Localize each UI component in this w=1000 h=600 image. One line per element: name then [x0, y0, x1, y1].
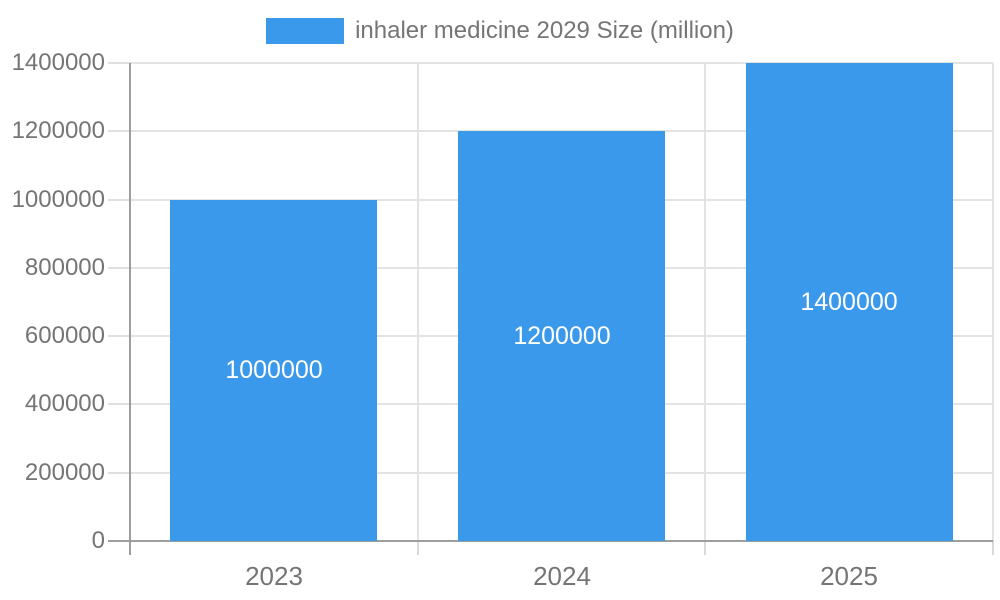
bar-value-label: 1200000: [513, 322, 611, 350]
y-axis-label: 1000000: [11, 185, 105, 213]
y-axis-tick: [108, 335, 130, 338]
bar-value-label: 1000000: [225, 356, 323, 384]
y-axis-label: 0: [91, 527, 105, 554]
gridline-vertical: [416, 63, 419, 541]
x-axis-tick: [704, 541, 707, 555]
chart-legend[interactable]: inhaler medicine 2029 Size (million): [0, 17, 1000, 45]
gridline-horizontal: [130, 62, 993, 64]
bar-2024[interactable]: [458, 131, 665, 541]
x-axis-label: 2023: [245, 561, 303, 591]
y-axis-label: 1200000: [11, 117, 105, 145]
gridline-vertical: [992, 63, 994, 541]
x-axis-label: 2024: [533, 561, 591, 591]
x-axis-tick: [416, 541, 419, 555]
legend-swatch-icon: [266, 18, 345, 44]
y-axis-label: 1400000: [11, 49, 105, 76]
x-axis-line: [108, 540, 993, 542]
x-axis-tick: [992, 541, 994, 555]
y-axis-label: 800000: [24, 253, 105, 281]
y-axis-label: 200000: [24, 458, 105, 486]
y-axis-tick: [108, 266, 130, 269]
y-axis-tick: [108, 471, 130, 474]
y-axis-label: 600000: [24, 322, 105, 350]
y-axis-line: [129, 63, 131, 555]
y-axis-tick: [108, 198, 130, 201]
legend-label: inhaler medicine 2029 Size (million): [355, 17, 734, 44]
y-axis-label: 400000: [24, 390, 105, 418]
y-axis-tick: [108, 62, 130, 64]
bar-2025[interactable]: [746, 63, 953, 541]
x-axis-label: 2025: [820, 561, 878, 591]
gridline-vertical: [704, 63, 707, 541]
y-axis-tick: [108, 130, 130, 133]
y-axis-tick: [108, 403, 130, 406]
bar-2023[interactable]: [170, 199, 377, 541]
bar-value-label: 1400000: [800, 288, 898, 316]
